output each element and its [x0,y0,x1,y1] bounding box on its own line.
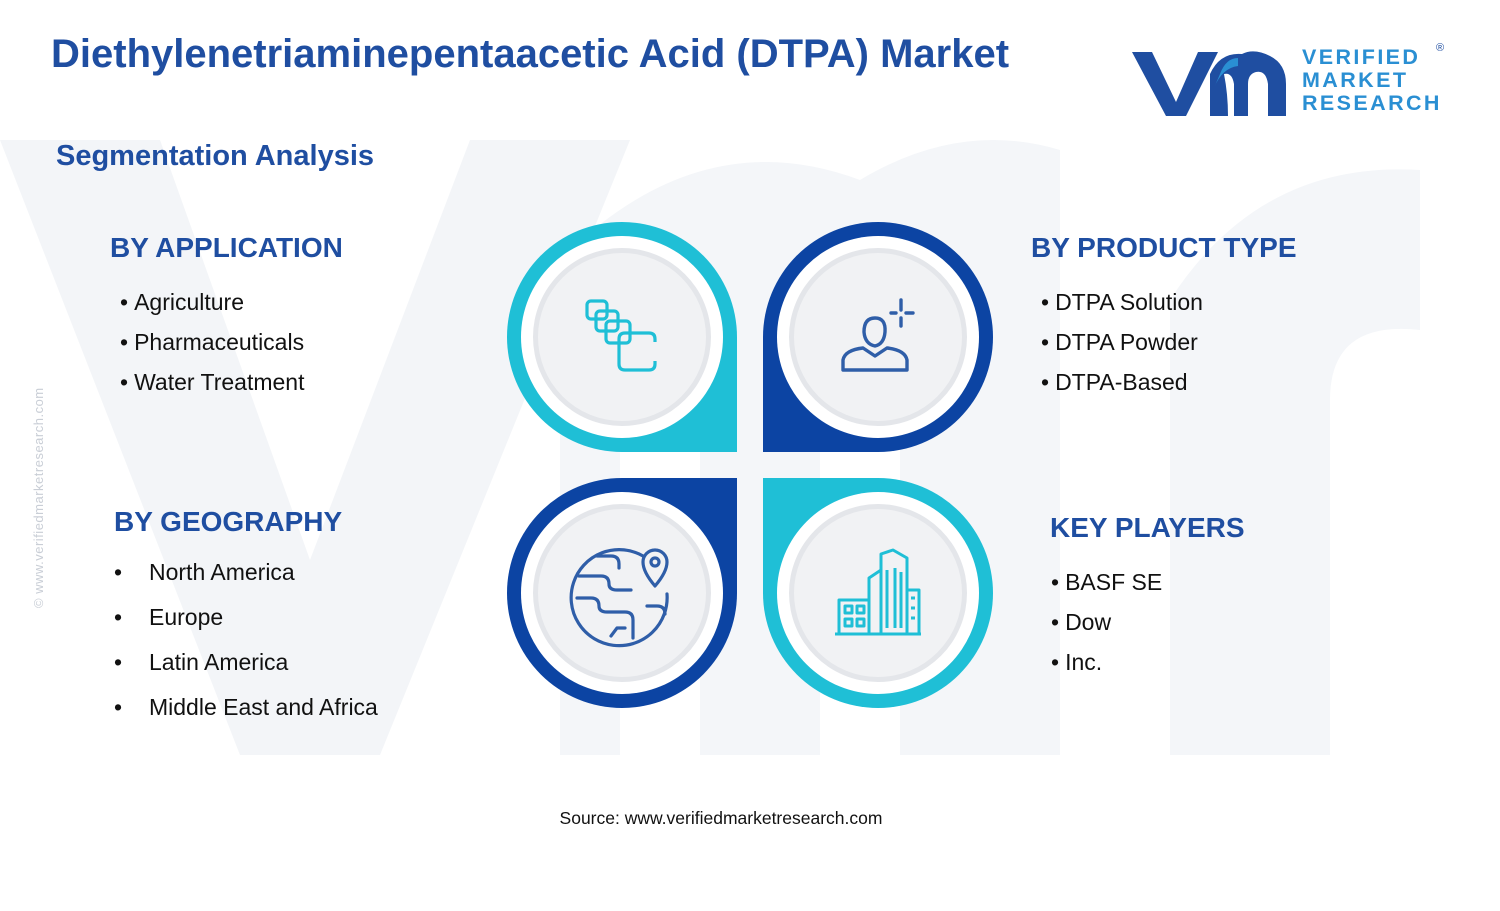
list-item: Inc. [1051,648,1162,688]
list-item: Dow [1051,608,1162,648]
key-players-list: BASF SE Dow Inc. [1051,568,1162,688]
geography-list: North America Europe Latin America Middl… [114,558,378,738]
copyright-side-text: © www.verifiedmarketresearch.com [31,387,46,608]
product-type-list: DTPA Solution DTPA Powder DTPA-Based [1041,288,1203,408]
key-players-heading: KEY PLAYERS [1050,512,1245,543]
application-heading: BY APPLICATION [110,232,343,263]
list-item: Pharmaceuticals [120,328,305,368]
logo-line-research: RESEARCH [1302,91,1442,115]
list-item: BASF SE [1051,568,1162,608]
product-type-petal [763,222,993,452]
list-item: North America [114,558,378,603]
geography-petal [507,478,737,708]
logo-line-market: MARKET [1302,68,1409,92]
product-type-heading: BY PRODUCT TYPE [1031,232,1297,263]
list-item: Agriculture [120,288,305,328]
key-players-petal [763,478,993,708]
section-subtitle: Segmentation Analysis [56,140,375,172]
list-item: Water Treatment [120,368,304,408]
list-item: DTPA Solution [1041,288,1203,328]
registered-mark: ® [1436,42,1445,54]
list-item: DTPA-Based [1041,368,1203,408]
page-title: Diethylenetriaminepentaacetic Acid (DTPA… [51,32,1010,76]
geography-heading: BY GEOGRAPHY [114,506,343,537]
vmr-monogram-icon [1132,51,1286,116]
stacked-squares-icon [585,299,657,372]
logo-line-verified: VERIFIED [1302,45,1421,69]
application-list: Agriculture Pharmaceuticals Water Treatm… [120,288,305,408]
list-item: Europe [114,603,378,648]
user-sparkle-icon [841,298,915,372]
list-item: Latin America [114,648,378,693]
globe-pin-icon [569,548,669,648]
verified-market-research-logo: VERIFIED MARKET RESEARCH ® [1130,42,1450,122]
buildings-icon [835,548,921,636]
list-item: Middle East and Africa [114,693,378,738]
application-petal [507,222,737,452]
source-footer: Source: www.verifiedmarketresearch.com [559,808,883,828]
list-item: DTPA Powder [1041,328,1203,368]
